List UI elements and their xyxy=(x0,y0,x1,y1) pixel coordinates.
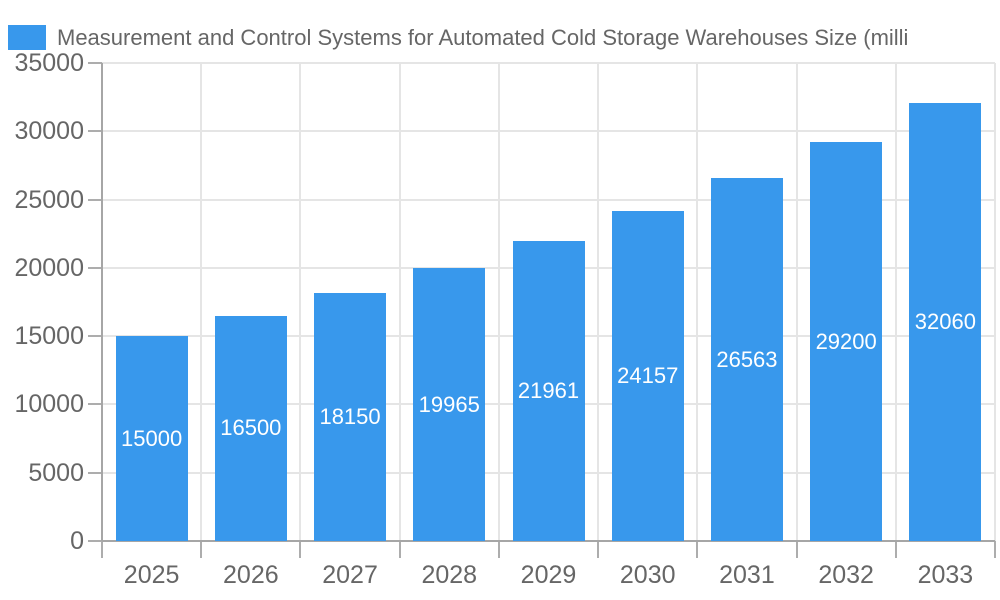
y-tick-label: 5000 xyxy=(28,458,84,487)
bar-2029[interactable] xyxy=(512,241,585,541)
y-gridline xyxy=(102,198,995,201)
y-tick xyxy=(88,471,102,474)
bar-2027[interactable] xyxy=(314,293,387,541)
x-tick xyxy=(101,541,103,558)
x-tick-label: 2032 xyxy=(818,561,874,589)
y-gridline xyxy=(102,130,995,133)
bar-2026[interactable] xyxy=(214,315,287,541)
x-gridline xyxy=(497,63,500,541)
bar-value-label: 32060 xyxy=(914,309,976,335)
x-axis-line xyxy=(102,540,995,542)
bar-value-label: 26563 xyxy=(716,346,778,372)
x-tick xyxy=(200,541,203,558)
x-tick-label: 2028 xyxy=(421,561,478,589)
x-tick xyxy=(398,541,401,558)
x-tick xyxy=(894,541,897,558)
x-tick xyxy=(994,541,996,558)
bar-2033[interactable] xyxy=(909,103,982,541)
bar-2028[interactable] xyxy=(413,268,486,541)
bar-value-label: 15000 xyxy=(121,425,183,451)
y-tick-label: 0 xyxy=(70,527,84,555)
bar-2031[interactable] xyxy=(710,178,783,541)
bar-value-label: 19965 xyxy=(418,391,480,417)
y-tick xyxy=(88,540,102,542)
x-gridline xyxy=(795,63,798,541)
y-tick xyxy=(88,403,102,406)
x-tick xyxy=(795,541,798,558)
y-tick xyxy=(88,266,102,269)
y-axis-line xyxy=(101,63,103,541)
y-gridline xyxy=(102,62,995,64)
bar-value-label: 18150 xyxy=(319,404,381,430)
y-tick xyxy=(88,62,102,64)
bar-value-label: 21961 xyxy=(517,378,580,404)
x-tick-label: 2025 xyxy=(123,561,180,589)
x-gridline xyxy=(398,63,401,541)
x-tick-label: 2030 xyxy=(619,561,676,589)
x-tick-label: 2029 xyxy=(520,561,577,589)
x-tick xyxy=(497,541,500,558)
bar-value-label: 16500 xyxy=(220,415,282,441)
x-tick-label: 2031 xyxy=(719,561,775,589)
y-tick-label: 30000 xyxy=(14,117,84,146)
x-gridline xyxy=(200,63,203,541)
bar-2025[interactable] xyxy=(115,336,188,541)
bar-2030[interactable] xyxy=(611,211,684,541)
x-tick xyxy=(696,541,699,558)
x-gridline xyxy=(994,63,996,541)
bar-value-label: 29200 xyxy=(815,328,877,354)
x-tick-label: 2033 xyxy=(917,561,974,589)
x-gridline xyxy=(894,63,897,541)
y-tick-label: 20000 xyxy=(14,253,84,282)
legend-item[interactable]: Measurement and Control Systems for Auto… xyxy=(8,25,908,50)
x-gridline xyxy=(597,63,600,541)
y-tick-label: 15000 xyxy=(14,322,84,351)
y-tick xyxy=(88,130,102,133)
x-tick-label: 2026 xyxy=(223,561,279,589)
x-tick-label: 2027 xyxy=(322,561,378,589)
series-color-swatch xyxy=(8,25,46,50)
bar-2032[interactable] xyxy=(810,142,883,541)
y-tick xyxy=(88,335,102,338)
y-tick xyxy=(88,198,102,201)
x-tick xyxy=(597,541,600,558)
x-gridline xyxy=(696,63,699,541)
y-tick-label: 10000 xyxy=(14,390,84,419)
x-gridline xyxy=(299,63,302,541)
y-tick-label: 35000 xyxy=(14,49,84,77)
bar-value-label: 24157 xyxy=(617,363,679,389)
legend-label: Measurement and Control Systems for Auto… xyxy=(57,25,909,50)
y-tick-label: 25000 xyxy=(14,185,84,214)
x-tick xyxy=(299,541,302,558)
